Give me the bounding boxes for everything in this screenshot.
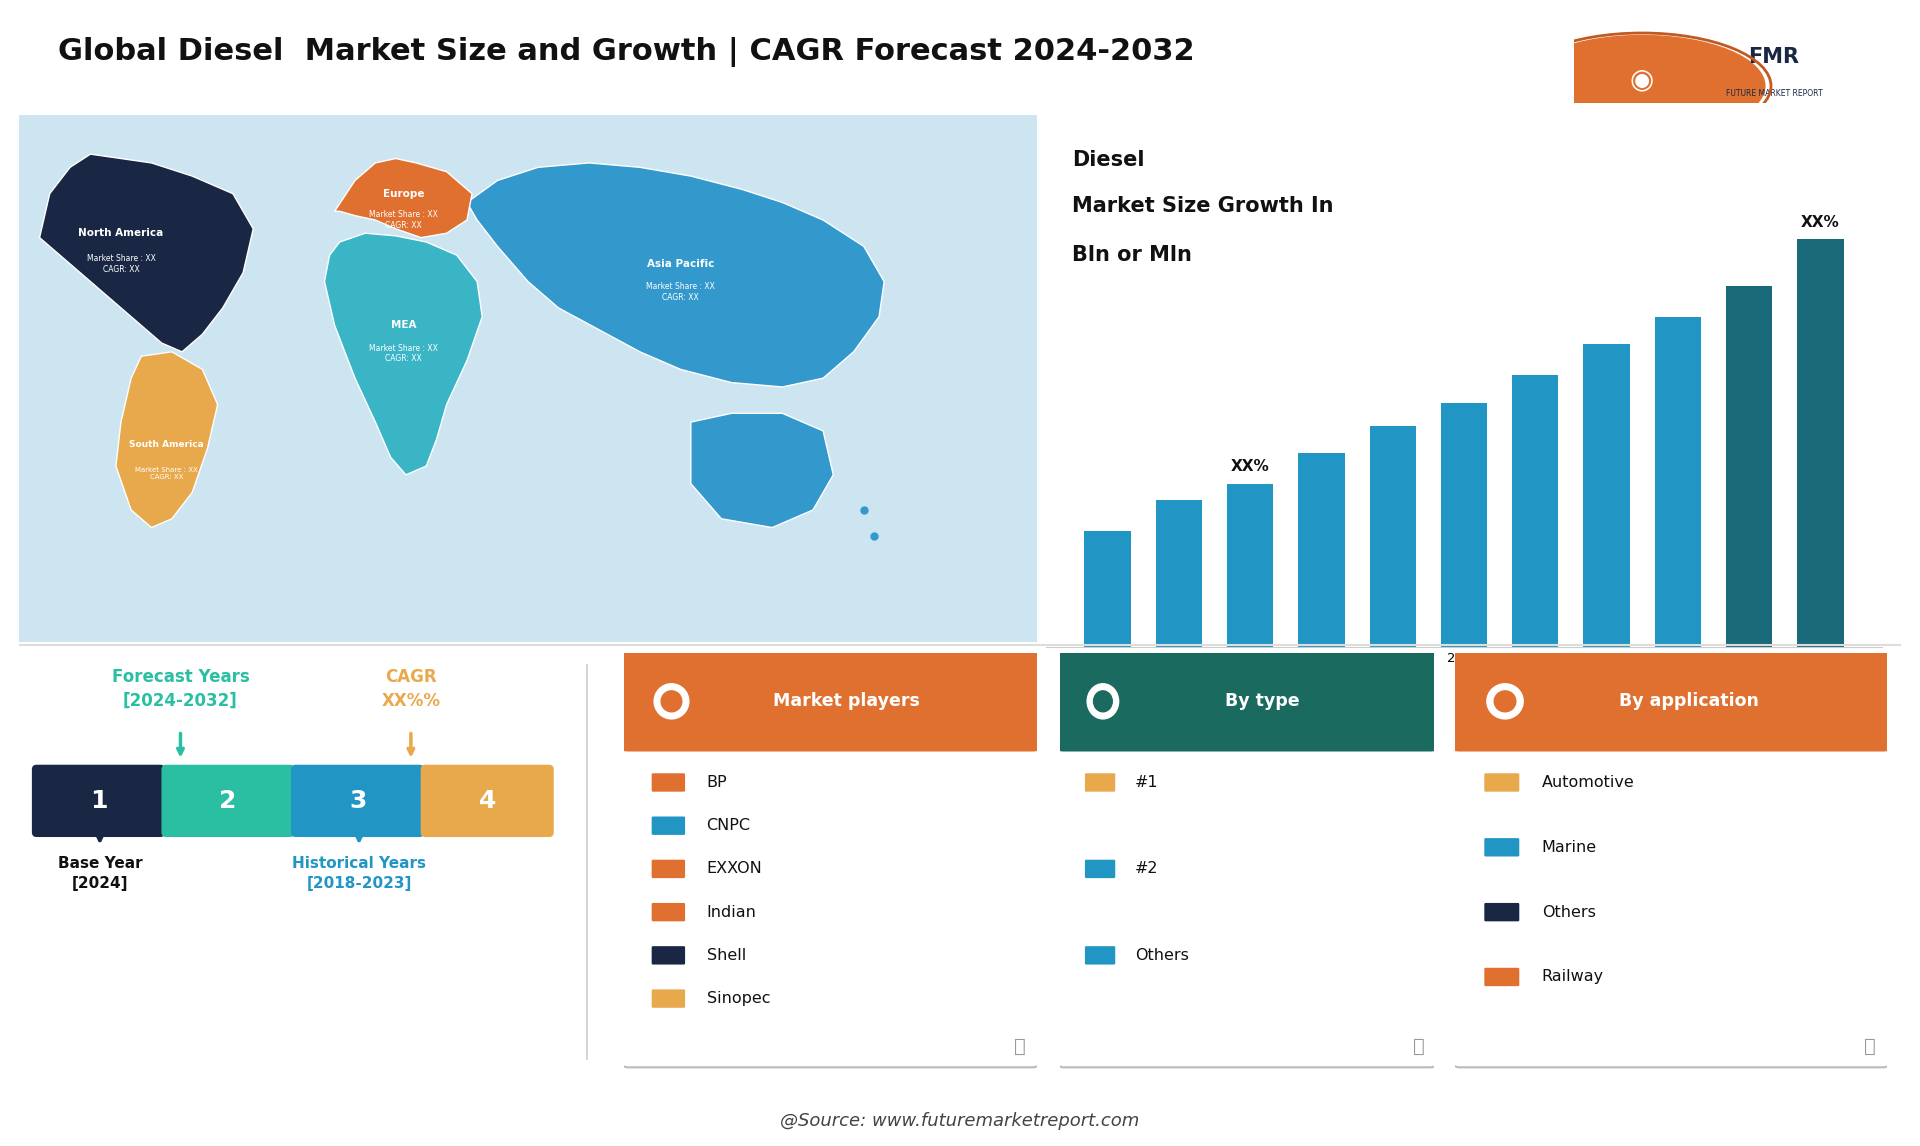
Text: Historical Years
[2018-2023]: Historical Years [2018-2023] bbox=[292, 856, 426, 890]
Text: Others: Others bbox=[1135, 948, 1188, 963]
Bar bbox=[1085, 531, 1131, 647]
Text: ⎿: ⎿ bbox=[1864, 1037, 1876, 1055]
Text: CAGR
XX%%: CAGR XX%% bbox=[382, 668, 440, 709]
Bar bbox=[1513, 376, 1559, 647]
Text: BP: BP bbox=[707, 775, 728, 790]
Text: Base Year
[2024]: Base Year [2024] bbox=[58, 856, 142, 890]
Polygon shape bbox=[334, 158, 472, 237]
Bar bbox=[1227, 484, 1273, 647]
Text: Market Share : XX
CAGR: XX: Market Share : XX CAGR: XX bbox=[369, 211, 438, 229]
Text: 2: 2 bbox=[219, 788, 236, 813]
Bar bbox=[1298, 453, 1344, 647]
Text: Forecast Years
[2024-2032]: Forecast Years [2024-2032] bbox=[111, 668, 250, 709]
Text: ◉: ◉ bbox=[1630, 65, 1655, 94]
Text: Market Share : XX
CAGR: XX: Market Share : XX CAGR: XX bbox=[369, 344, 438, 363]
Text: Market Size Growth In: Market Size Growth In bbox=[1071, 196, 1332, 217]
FancyBboxPatch shape bbox=[651, 860, 685, 878]
Text: FMR: FMR bbox=[1749, 47, 1799, 68]
Circle shape bbox=[1486, 684, 1523, 719]
FancyBboxPatch shape bbox=[1484, 774, 1519, 792]
FancyBboxPatch shape bbox=[420, 764, 553, 837]
FancyBboxPatch shape bbox=[651, 816, 685, 835]
Text: Indian: Indian bbox=[707, 904, 756, 919]
Circle shape bbox=[660, 691, 682, 712]
Text: ⎿: ⎿ bbox=[1413, 1037, 1425, 1055]
Text: Railway: Railway bbox=[1542, 970, 1603, 984]
Polygon shape bbox=[40, 154, 253, 352]
Text: Others: Others bbox=[1542, 904, 1596, 919]
Text: Sinopec: Sinopec bbox=[707, 991, 770, 1006]
Text: Market players: Market players bbox=[774, 692, 920, 711]
Polygon shape bbox=[691, 414, 833, 527]
FancyBboxPatch shape bbox=[1444, 651, 1899, 752]
FancyBboxPatch shape bbox=[1085, 860, 1116, 878]
FancyBboxPatch shape bbox=[19, 115, 1037, 642]
Circle shape bbox=[1519, 36, 1764, 136]
Text: EXXON: EXXON bbox=[707, 862, 762, 877]
Text: North America: North America bbox=[79, 228, 163, 238]
FancyBboxPatch shape bbox=[1050, 651, 1444, 752]
Text: Marine: Marine bbox=[1542, 840, 1597, 855]
Text: Shell: Shell bbox=[707, 948, 745, 963]
Text: XX%: XX% bbox=[1231, 460, 1269, 474]
FancyBboxPatch shape bbox=[614, 651, 1046, 752]
FancyBboxPatch shape bbox=[161, 764, 294, 837]
Bar bbox=[1726, 285, 1772, 647]
FancyBboxPatch shape bbox=[620, 741, 1041, 1067]
Text: @Source: www.futuremarketreport.com: @Source: www.futuremarketreport.com bbox=[780, 1112, 1140, 1130]
Polygon shape bbox=[467, 163, 885, 387]
Bar bbox=[1584, 344, 1630, 647]
Bar bbox=[1440, 402, 1488, 647]
FancyBboxPatch shape bbox=[1085, 947, 1116, 965]
Circle shape bbox=[1094, 691, 1112, 712]
Text: XX%: XX% bbox=[1801, 214, 1839, 229]
Text: 1: 1 bbox=[90, 788, 108, 813]
Bar bbox=[1156, 500, 1202, 647]
FancyBboxPatch shape bbox=[1484, 903, 1519, 921]
Text: By type: By type bbox=[1225, 692, 1300, 711]
Text: MEA: MEA bbox=[392, 321, 417, 330]
Text: #2: #2 bbox=[1135, 862, 1158, 877]
Text: 3: 3 bbox=[349, 788, 367, 813]
Circle shape bbox=[1087, 684, 1119, 719]
Bar bbox=[1797, 240, 1843, 647]
FancyBboxPatch shape bbox=[651, 903, 685, 921]
Text: ⎿: ⎿ bbox=[1014, 1037, 1025, 1055]
Polygon shape bbox=[115, 352, 217, 527]
Text: 4: 4 bbox=[478, 788, 495, 813]
FancyBboxPatch shape bbox=[1056, 741, 1438, 1067]
Text: #1: #1 bbox=[1135, 775, 1158, 790]
Text: CNPC: CNPC bbox=[707, 818, 751, 833]
FancyBboxPatch shape bbox=[33, 764, 165, 837]
Text: South America: South America bbox=[129, 440, 204, 448]
Text: Market Share : XX
CAGR: XX: Market Share : XX CAGR: XX bbox=[136, 466, 198, 479]
Text: Market Share : XX
CAGR: XX: Market Share : XX CAGR: XX bbox=[86, 254, 156, 274]
FancyBboxPatch shape bbox=[651, 989, 685, 1007]
Circle shape bbox=[655, 684, 689, 719]
Text: Diesel: Diesel bbox=[1071, 150, 1144, 170]
Text: Bln or Mln: Bln or Mln bbox=[1071, 245, 1192, 265]
Text: Global Diesel  Market Size and Growth | CAGR Forecast 2024-2032: Global Diesel Market Size and Growth | C… bbox=[58, 37, 1194, 66]
FancyBboxPatch shape bbox=[1484, 967, 1519, 987]
Bar bbox=[1655, 317, 1701, 647]
Text: Market Share : XX
CAGR: XX: Market Share : XX CAGR: XX bbox=[647, 282, 714, 301]
Circle shape bbox=[1494, 691, 1517, 712]
Text: Asia Pacific: Asia Pacific bbox=[647, 259, 714, 269]
FancyBboxPatch shape bbox=[1085, 774, 1116, 792]
Text: By application: By application bbox=[1619, 692, 1759, 711]
Text: Europe: Europe bbox=[384, 189, 424, 198]
Polygon shape bbox=[324, 233, 482, 474]
FancyBboxPatch shape bbox=[1484, 838, 1519, 856]
FancyBboxPatch shape bbox=[292, 764, 424, 837]
FancyBboxPatch shape bbox=[1452, 741, 1891, 1067]
FancyBboxPatch shape bbox=[651, 774, 685, 792]
FancyBboxPatch shape bbox=[651, 947, 685, 965]
Text: FUTURE MARKET REPORT: FUTURE MARKET REPORT bbox=[1726, 89, 1822, 99]
Bar bbox=[1369, 426, 1415, 647]
Text: Automotive: Automotive bbox=[1542, 775, 1634, 790]
